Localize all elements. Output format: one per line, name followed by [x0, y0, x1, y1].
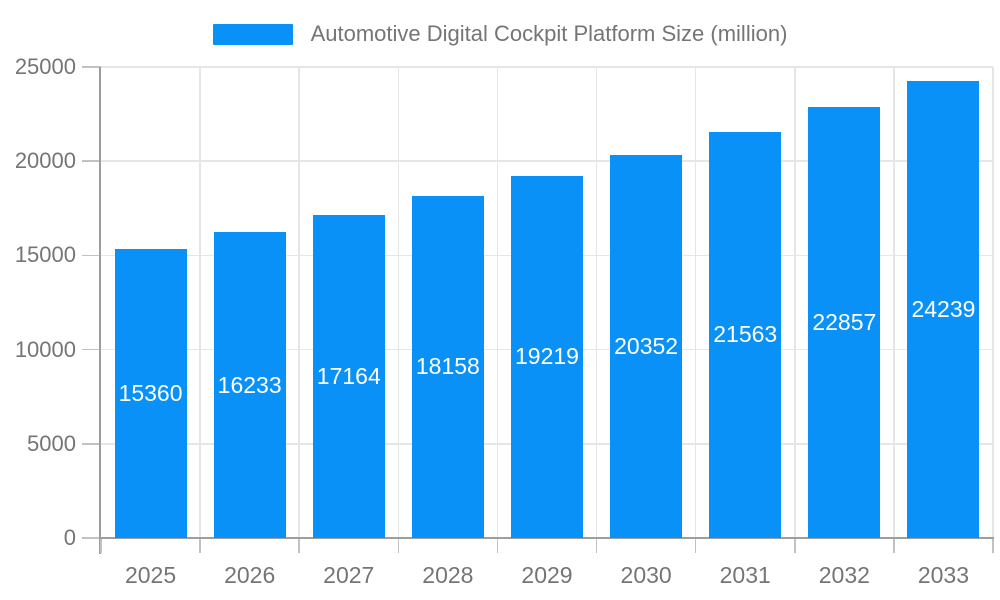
gridline-vertical: [794, 67, 796, 538]
bar-2033[interactable]: 24239: [907, 81, 980, 538]
bar-2027[interactable]: 17164: [312, 214, 385, 538]
x-axis-label: 2030: [620, 562, 672, 588]
gridline-horizontal: [101, 160, 993, 162]
gridline-vertical: [298, 67, 300, 538]
bar-2025[interactable]: 15360: [114, 248, 187, 538]
bar-value-label: 24239: [911, 296, 976, 323]
x-axis-tick: [694, 539, 697, 553]
y-axis-label: 10000: [14, 336, 76, 362]
x-axis-tick: [992, 539, 994, 553]
bar-value-label: 16233: [217, 371, 282, 398]
x-axis-line: [99, 537, 994, 539]
bar-value-label: 21563: [713, 321, 778, 348]
x-axis-tick: [893, 539, 895, 553]
plot-area: 0 5000 10000 15000 20000 25000 15360 16233 17164…: [15, 54, 994, 588]
bar-value-label: 17164: [316, 362, 381, 389]
gridline-vertical: [595, 67, 598, 538]
bar-2028[interactable]: 18158: [411, 195, 484, 538]
y-axis-label: 15000: [14, 242, 76, 268]
y-axis-line: [99, 67, 101, 554]
gridline-vertical: [397, 67, 400, 538]
bar-2032[interactable]: 22857: [808, 107, 881, 538]
x-axis-tick: [100, 539, 102, 553]
y-axis-label: 20000: [14, 148, 76, 174]
x-axis-tick: [397, 539, 400, 553]
x-axis-tick: [496, 539, 499, 553]
bar-2026[interactable]: 16233: [213, 232, 286, 538]
x-axis-label: 2028: [422, 562, 474, 588]
x-axis-label: 2029: [521, 562, 573, 588]
legend-label: Automotive Digital Cockpit Platform Size…: [310, 21, 788, 46]
y-axis-tick: [82, 254, 101, 257]
y-axis-tick: [82, 160, 101, 162]
bar-value-label: 22857: [812, 309, 877, 336]
gridline-horizontal: [101, 66, 993, 68]
y-axis-label: 25000: [14, 54, 76, 79]
bar-value-label: 19219: [515, 343, 579, 370]
x-axis-tick: [595, 539, 598, 553]
y-axis-label: 5000: [27, 430, 76, 456]
bar-2031[interactable]: 21563: [709, 131, 782, 538]
gridline-vertical: [496, 67, 499, 538]
bar-value-label: 18158: [415, 353, 480, 380]
bar-2029[interactable]: 19219: [511, 175, 583, 538]
x-axis-tick: [794, 539, 796, 553]
gridline-vertical: [992, 67, 994, 538]
gridline-vertical: [694, 67, 697, 538]
x-axis-tick: [298, 539, 300, 553]
x-axis-tick: [199, 539, 201, 553]
x-axis-label: 2032: [818, 562, 870, 588]
x-axis-label: 2031: [719, 562, 771, 588]
y-axis-tick: [82, 443, 101, 445]
bar-value-label: 15360: [118, 379, 183, 406]
gridline-vertical: [199, 67, 201, 538]
chart-legend[interactable]: Automotive Digital Cockpit Platform Size…: [0, 21, 1000, 47]
y-axis-label: 0: [63, 525, 76, 550]
bar-value-label: 20352: [614, 332, 679, 359]
x-axis-label: 2033: [917, 562, 970, 588]
y-axis-tick: [82, 66, 101, 68]
y-axis-tick: [82, 537, 101, 539]
legend-swatch[interactable]: [212, 23, 293, 45]
y-axis-tick: [82, 348, 101, 351]
x-axis-label: 2026: [224, 562, 276, 588]
bar-2030[interactable]: 20352: [610, 154, 683, 538]
x-axis-label: 2027: [323, 562, 375, 588]
gridline-vertical: [893, 67, 895, 538]
x-axis-label: 2025: [124, 562, 177, 588]
